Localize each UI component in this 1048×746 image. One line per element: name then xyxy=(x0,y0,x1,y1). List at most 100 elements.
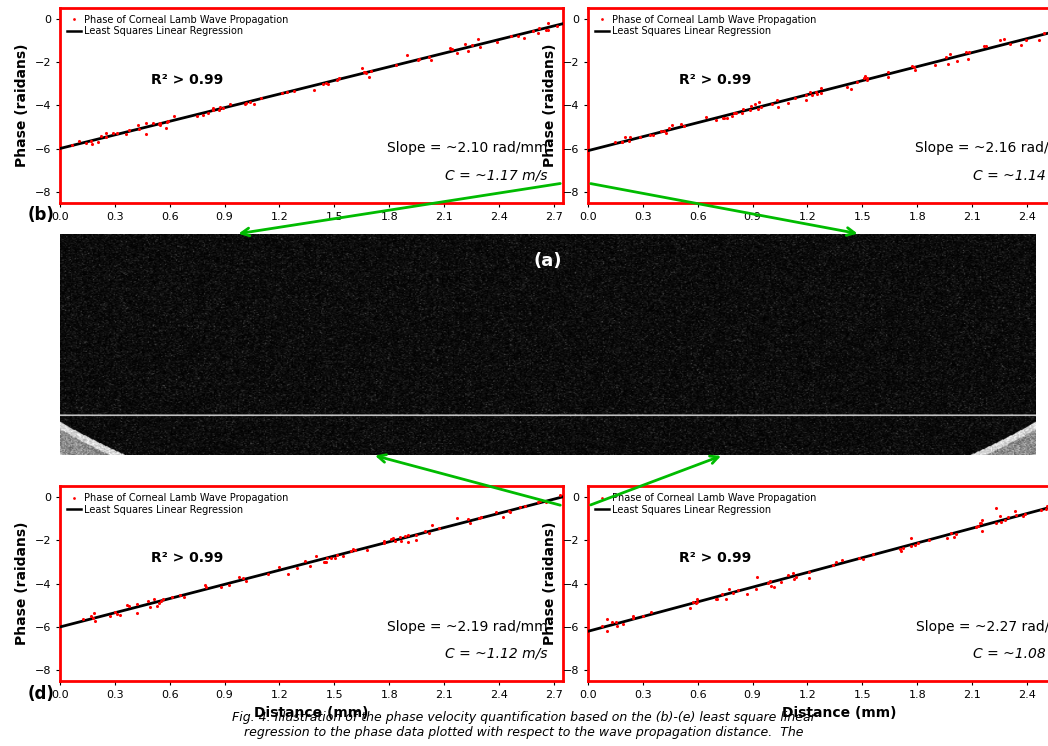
Phase of Corneal Lamb Wave Propagation xyxy=(655,125,672,137)
Phase of Corneal Lamb Wave Propagation xyxy=(141,601,158,612)
Phase of Corneal Lamb Wave Propagation xyxy=(318,556,334,568)
Phase of Corneal Lamb Wave Propagation xyxy=(471,33,487,45)
Phase of Corneal Lamb Wave Propagation xyxy=(743,100,760,112)
Phase of Corneal Lamb Wave Propagation xyxy=(1042,30,1048,42)
Phase of Corneal Lamb Wave Propagation xyxy=(540,24,556,36)
Phase of Corneal Lamb Wave Propagation xyxy=(621,131,638,142)
Phase of Corneal Lamb Wave Propagation xyxy=(137,116,154,128)
Phase of Corneal Lamb Wave Propagation xyxy=(334,550,351,562)
Phase of Corneal Lamb Wave Propagation xyxy=(1044,504,1048,516)
Phase of Corneal Lamb Wave Propagation xyxy=(992,34,1009,46)
Phase of Corneal Lamb Wave Propagation xyxy=(331,72,348,84)
Phase of Corneal Lamb Wave Propagation xyxy=(802,87,818,98)
Phase of Corneal Lamb Wave Propagation xyxy=(894,542,911,554)
Phase of Corneal Lamb Wave Propagation xyxy=(392,530,409,542)
Phase of Corneal Lamb Wave Propagation xyxy=(772,576,789,588)
Phase of Corneal Lamb Wave Propagation xyxy=(408,533,424,545)
Phase of Corneal Lamb Wave Propagation xyxy=(383,533,399,545)
Phase of Corneal Lamb Wave Propagation xyxy=(620,135,637,147)
Phase of Corneal Lamb Wave Propagation xyxy=(642,606,659,618)
Phase of Corneal Lamb Wave Propagation xyxy=(393,535,410,547)
Phase of Corneal Lamb Wave Propagation xyxy=(663,119,680,131)
Phase of Corneal Lamb Wave Propagation xyxy=(865,548,881,560)
Phase of Corneal Lamb Wave Propagation xyxy=(687,597,704,609)
Phase of Corneal Lamb Wave Propagation xyxy=(1006,505,1023,517)
Phase of Corneal Lamb Wave Propagation xyxy=(87,615,104,627)
Phase of Corneal Lamb Wave Propagation xyxy=(834,554,851,566)
Phase of Corneal Lamb Wave Propagation xyxy=(613,137,630,148)
Phase of Corneal Lamb Wave Propagation xyxy=(967,521,984,533)
Phase of Corneal Lamb Wave Propagation xyxy=(145,117,161,129)
Phase of Corneal Lamb Wave Propagation xyxy=(353,63,370,75)
Phase of Corneal Lamb Wave Propagation xyxy=(787,571,804,583)
Phase of Corneal Lamb Wave Propagation xyxy=(387,536,403,548)
Phase of Corneal Lamb Wave Propagation xyxy=(501,506,518,518)
Phase of Corneal Lamb Wave Propagation xyxy=(525,25,542,37)
Phase of Corneal Lamb Wave Propagation xyxy=(151,118,168,130)
Phase of Corneal Lamb Wave Propagation xyxy=(410,54,427,66)
Phase of Corneal Lamb Wave Propagation xyxy=(689,593,705,605)
Phase of Corneal Lamb Wave Propagation xyxy=(172,589,189,601)
Phase of Corneal Lamb Wave Propagation xyxy=(157,122,174,134)
Phase of Corneal Lamb Wave Propagation xyxy=(302,560,319,571)
Phase of Corneal Lamb Wave Propagation xyxy=(657,128,674,140)
Phase of Corneal Lamb Wave Propagation xyxy=(319,552,335,564)
Phase of Corneal Lamb Wave Propagation xyxy=(946,531,963,543)
Phase of Corneal Lamb Wave Propagation xyxy=(328,549,345,561)
Phase of Corneal Lamb Wave Propagation xyxy=(323,552,340,564)
Phase of Corneal Lamb Wave Propagation xyxy=(212,101,228,113)
Phase of Corneal Lamb Wave Propagation xyxy=(316,557,333,568)
Text: C = ~1.08 m/s: C = ~1.08 m/s xyxy=(974,647,1048,661)
Phase of Corneal Lamb Wave Propagation xyxy=(892,542,909,554)
X-axis label: Distance (mm): Distance (mm) xyxy=(255,706,369,720)
Phase of Corneal Lamb Wave Propagation xyxy=(855,553,872,565)
Phase of Corneal Lamb Wave Propagation xyxy=(85,612,102,624)
Phase of Corneal Lamb Wave Propagation xyxy=(735,103,751,115)
Phase of Corneal Lamb Wave Propagation xyxy=(84,138,101,150)
Phase of Corneal Lamb Wave Propagation xyxy=(926,60,943,72)
Phase of Corneal Lamb Wave Propagation xyxy=(129,607,146,619)
Phase of Corneal Lamb Wave Propagation xyxy=(221,579,238,591)
Phase of Corneal Lamb Wave Propagation xyxy=(540,17,556,29)
Phase of Corneal Lamb Wave Propagation xyxy=(903,532,920,544)
Phase of Corneal Lamb Wave Propagation xyxy=(502,506,519,518)
Phase of Corneal Lamb Wave Propagation xyxy=(921,534,938,546)
Phase of Corneal Lamb Wave Propagation xyxy=(279,568,296,580)
Phase of Corneal Lamb Wave Propagation xyxy=(64,139,81,151)
Phase of Corneal Lamb Wave Propagation xyxy=(205,104,222,116)
Phase of Corneal Lamb Wave Propagation xyxy=(960,54,977,66)
Phase of Corneal Lamb Wave Propagation xyxy=(632,131,649,142)
Phase of Corneal Lamb Wave Propagation xyxy=(996,34,1012,46)
Phase of Corneal Lamb Wave Propagation xyxy=(375,535,392,547)
Phase of Corneal Lamb Wave Propagation xyxy=(253,92,269,104)
Phase of Corneal Lamb Wave Propagation xyxy=(607,136,624,148)
Phase of Corneal Lamb Wave Propagation xyxy=(994,516,1010,528)
Phase of Corneal Lamb Wave Propagation xyxy=(130,119,147,131)
Phase of Corneal Lamb Wave Propagation xyxy=(812,82,829,94)
Phase of Corneal Lamb Wave Propagation xyxy=(211,104,227,116)
Phase of Corneal Lamb Wave Propagation xyxy=(460,513,477,525)
Phase of Corneal Lamb Wave Propagation xyxy=(197,579,214,591)
Phase of Corneal Lamb Wave Propagation xyxy=(399,529,416,541)
Phase of Corneal Lamb Wave Propagation xyxy=(974,524,990,536)
Phase of Corneal Lamb Wave Propagation xyxy=(1039,501,1048,513)
Phase of Corneal Lamb Wave Propagation xyxy=(423,518,440,530)
Phase of Corneal Lamb Wave Propagation xyxy=(245,98,262,110)
Phase of Corneal Lamb Wave Propagation xyxy=(614,618,631,630)
Phase of Corneal Lamb Wave Propagation xyxy=(204,102,221,114)
Phase of Corneal Lamb Wave Propagation xyxy=(676,120,693,132)
Phase of Corneal Lamb Wave Propagation xyxy=(175,592,192,604)
Phase of Corneal Lamb Wave Propagation xyxy=(260,568,277,580)
Phase of Corneal Lamb Wave Propagation xyxy=(1017,507,1033,519)
Phase of Corneal Lamb Wave Propagation xyxy=(460,45,477,57)
Phase of Corneal Lamb Wave Propagation xyxy=(407,529,423,541)
Phase of Corneal Lamb Wave Propagation xyxy=(717,593,734,605)
Phase of Corneal Lamb Wave Propagation xyxy=(431,522,447,534)
Phase of Corneal Lamb Wave Propagation xyxy=(1038,503,1048,515)
Phase of Corneal Lamb Wave Propagation xyxy=(488,36,505,48)
Phase of Corneal Lamb Wave Propagation xyxy=(154,593,171,605)
Phase of Corneal Lamb Wave Propagation xyxy=(318,78,334,90)
Phase of Corneal Lamb Wave Propagation xyxy=(529,496,546,508)
Phase of Corneal Lamb Wave Propagation xyxy=(939,58,956,70)
Phase of Corneal Lamb Wave Propagation xyxy=(681,602,698,614)
